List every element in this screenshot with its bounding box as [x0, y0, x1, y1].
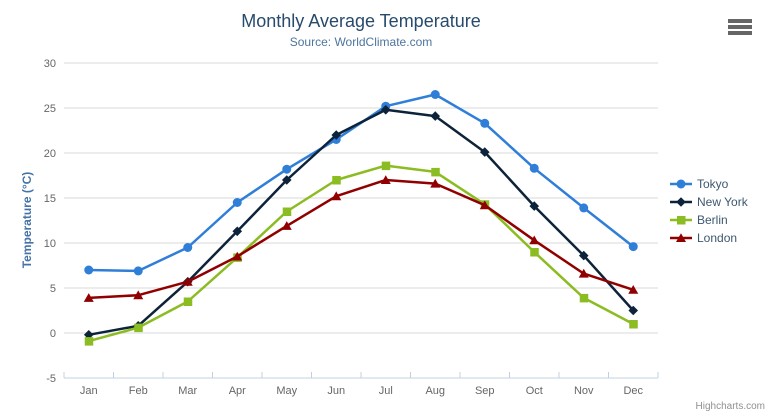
hamburger-icon: [728, 31, 752, 35]
legend-marker-symbol: [676, 233, 686, 242]
new-york-legend-marker-icon: [670, 197, 692, 207]
data-point-berlin[interactable]: [579, 293, 589, 303]
data-point-new-york[interactable]: [281, 175, 292, 185]
data-point-london[interactable]: [628, 285, 639, 294]
data-point-london[interactable]: [281, 221, 292, 230]
legend-item-tokyo[interactable]: Tokyo: [670, 175, 748, 193]
data-point-new-york[interactable]: [331, 130, 342, 140]
x-tick-label: Aug: [425, 385, 445, 397]
export-menu-button[interactable]: [728, 19, 752, 37]
data-point-london[interactable]: [578, 268, 589, 278]
data-point-london[interactable]: [133, 290, 144, 300]
data-point-tokyo[interactable]: [529, 163, 539, 173]
x-tick-label: May: [276, 385, 297, 397]
data-point-london[interactable]: [232, 251, 243, 261]
y-tick-label: 0: [50, 328, 56, 340]
data-point-tokyo[interactable]: [183, 243, 193, 252]
data-point-new-york[interactable]: [628, 305, 639, 316]
legend-label: Tokyo: [697, 177, 729, 191]
legend-label: Berlin: [697, 213, 728, 227]
data-point-new-york[interactable]: [380, 105, 391, 115]
legend-marker-symbol: [676, 197, 686, 207]
data-point-berlin[interactable]: [629, 320, 638, 329]
legend-label: New York: [697, 195, 748, 209]
y-tick-label: 10: [44, 238, 56, 250]
data-point-tokyo[interactable]: [282, 164, 292, 174]
data-point-london[interactable]: [380, 175, 391, 184]
data-point-new-york[interactable]: [529, 201, 540, 211]
y-tick-label: 30: [44, 58, 56, 70]
data-point-london[interactable]: [331, 191, 342, 201]
x-tick-label: Nov: [574, 385, 594, 397]
y-axis-title: Temperature (°C): [20, 171, 34, 269]
series-line-new-york[interactable]: [87, 108, 635, 337]
data-point-london[interactable]: [430, 178, 441, 188]
y-tick-label: 20: [44, 148, 56, 160]
data-point-tokyo[interactable]: [579, 203, 589, 213]
data-point-berlin[interactable]: [282, 207, 292, 217]
data-point-london[interactable]: [182, 276, 193, 286]
data-point-tokyo[interactable]: [232, 198, 242, 207]
series-line-berlin[interactable]: [87, 164, 635, 343]
x-tick-label: Jan: [80, 385, 98, 397]
data-point-berlin[interactable]: [134, 323, 143, 333]
data-point-berlin[interactable]: [183, 297, 193, 307]
x-tick-label: Jun: [327, 385, 345, 397]
legend-item-new-york[interactable]: New York: [670, 193, 748, 211]
y-tick-label: -5: [46, 373, 56, 385]
x-tick-label: Feb: [129, 385, 148, 397]
data-point-berlin[interactable]: [84, 337, 94, 346]
data-point-tokyo[interactable]: [480, 118, 490, 128]
london-legend-marker-icon: [670, 233, 692, 242]
x-tick-label: Jul: [379, 385, 393, 397]
x-tick-label: Dec: [623, 385, 643, 397]
data-point-new-york[interactable]: [232, 226, 243, 237]
data-point-london[interactable]: [83, 293, 94, 302]
data-point-new-york[interactable]: [430, 111, 441, 121]
x-tick-label: Sep: [475, 385, 495, 397]
data-point-new-york[interactable]: [83, 330, 94, 340]
legend: Tokyo New York Berlin London: [670, 175, 748, 247]
hamburger-icon: [728, 19, 752, 23]
x-tick-label: Apr: [229, 385, 246, 397]
legend-item-berlin[interactable]: Berlin: [670, 211, 748, 229]
credits-link[interactable]: Highcharts.com: [695, 401, 765, 412]
legend-marker-symbol: [677, 216, 686, 225]
hamburger-icon: [728, 25, 752, 29]
tokyo-legend-marker-icon: [670, 179, 692, 189]
data-point-berlin[interactable]: [381, 161, 391, 171]
data-point-london[interactable]: [529, 235, 540, 245]
data-point-berlin[interactable]: [530, 248, 539, 257]
y-tick-label: 15: [44, 193, 56, 205]
data-point-berlin[interactable]: [431, 167, 440, 177]
chart-title: Monthly Average Temperature: [241, 11, 481, 31]
legend-item-london[interactable]: London: [670, 229, 748, 247]
data-point-tokyo[interactable]: [628, 242, 638, 252]
series-line-london[interactable]: [87, 178, 635, 300]
series-line-tokyo[interactable]: [87, 93, 635, 273]
data-point-london[interactable]: [479, 200, 490, 210]
berlin-legend-marker-icon: [670, 216, 692, 225]
data-point-tokyo[interactable]: [84, 265, 94, 275]
y-tick-label: 5: [50, 283, 56, 295]
legend-label: London: [697, 231, 738, 245]
x-tick-label: Mar: [178, 385, 197, 397]
y-tick-label: 25: [44, 103, 56, 115]
data-point-berlin[interactable]: [332, 176, 341, 185]
data-point-tokyo[interactable]: [430, 90, 440, 99]
data-point-new-york[interactable]: [479, 147, 490, 157]
legend-marker-symbol: [676, 179, 686, 189]
chart-subtitle: Source: WorldClimate.com: [289, 35, 433, 49]
data-point-new-york[interactable]: [578, 250, 589, 261]
data-point-tokyo[interactable]: [133, 266, 143, 276]
x-tick-label: Oct: [526, 385, 543, 397]
